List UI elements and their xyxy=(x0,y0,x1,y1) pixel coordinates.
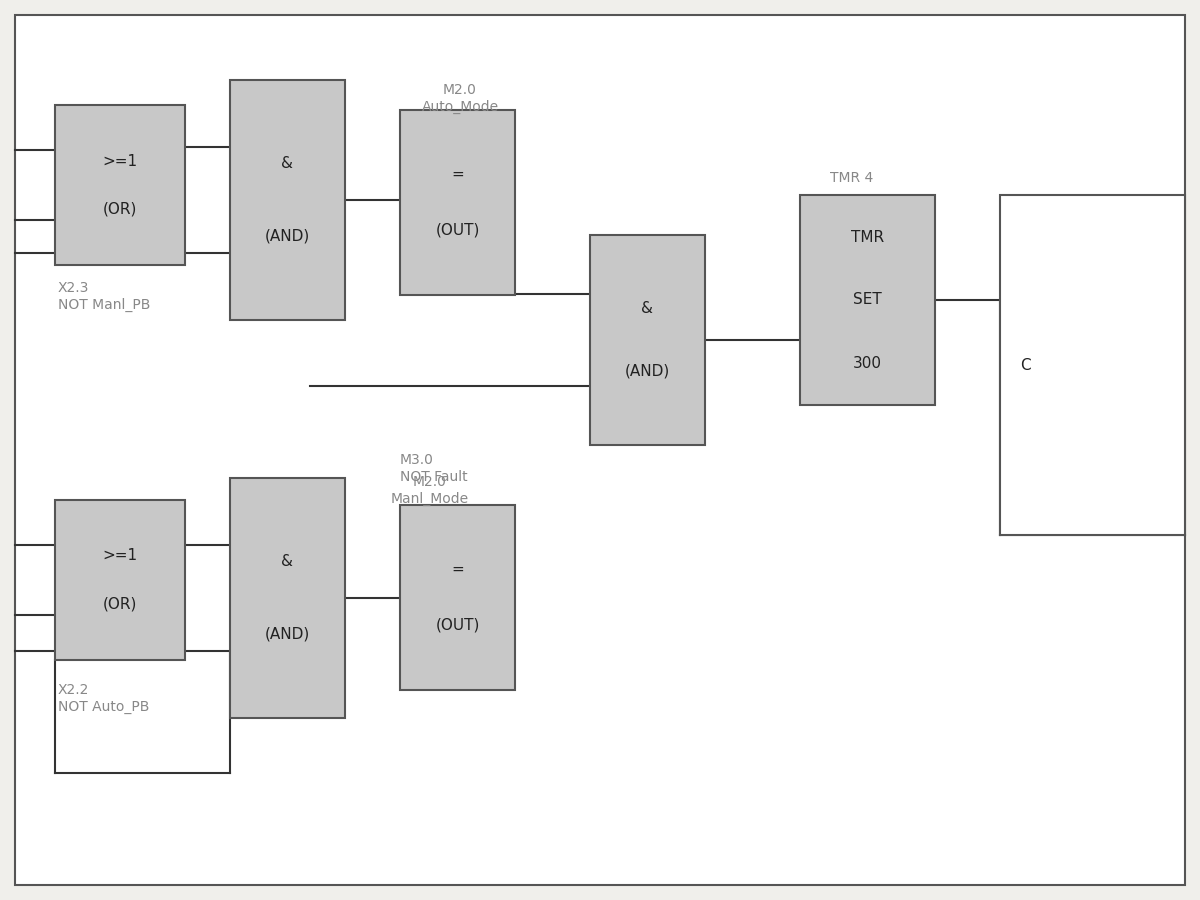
Text: X2.2: X2.2 xyxy=(58,683,89,697)
Text: =: = xyxy=(451,167,464,182)
Text: (OUT): (OUT) xyxy=(436,617,480,633)
Text: (AND): (AND) xyxy=(265,229,310,244)
Text: M2.0: M2.0 xyxy=(443,83,476,97)
Text: X2.3: X2.3 xyxy=(58,281,89,295)
Bar xyxy=(400,505,515,690)
Text: &: & xyxy=(282,554,294,570)
Bar xyxy=(55,500,185,660)
Text: SET: SET xyxy=(853,292,882,308)
Text: Auto_Mode: Auto_Mode xyxy=(421,100,498,114)
Text: (OR): (OR) xyxy=(103,597,137,611)
Text: NOT Manl_PB: NOT Manl_PB xyxy=(58,298,150,312)
Text: &: & xyxy=(282,157,294,172)
Text: NOT Fault: NOT Fault xyxy=(400,470,468,484)
Bar xyxy=(590,235,706,445)
Text: M2.0: M2.0 xyxy=(413,475,446,489)
Bar xyxy=(1000,195,1186,535)
Text: (OUT): (OUT) xyxy=(436,223,480,238)
Bar xyxy=(400,110,515,295)
Bar xyxy=(55,105,185,265)
Text: M3.0: M3.0 xyxy=(400,453,434,467)
Text: (AND): (AND) xyxy=(625,364,670,379)
Text: C: C xyxy=(1020,357,1031,373)
Text: NOT Auto_PB: NOT Auto_PB xyxy=(58,700,149,714)
Text: 300: 300 xyxy=(853,356,882,371)
Text: (OR): (OR) xyxy=(103,202,137,217)
Bar xyxy=(800,195,935,405)
Text: TMR 4: TMR 4 xyxy=(830,171,874,185)
Text: (AND): (AND) xyxy=(265,626,310,642)
Text: &: & xyxy=(642,301,654,316)
Bar xyxy=(230,478,346,718)
Text: >=1: >=1 xyxy=(102,548,138,563)
Bar xyxy=(230,80,346,320)
Text: Manl_Mode: Manl_Mode xyxy=(391,492,469,506)
Text: TMR: TMR xyxy=(851,230,884,245)
Text: =: = xyxy=(451,562,464,577)
Text: >=1: >=1 xyxy=(102,154,138,168)
